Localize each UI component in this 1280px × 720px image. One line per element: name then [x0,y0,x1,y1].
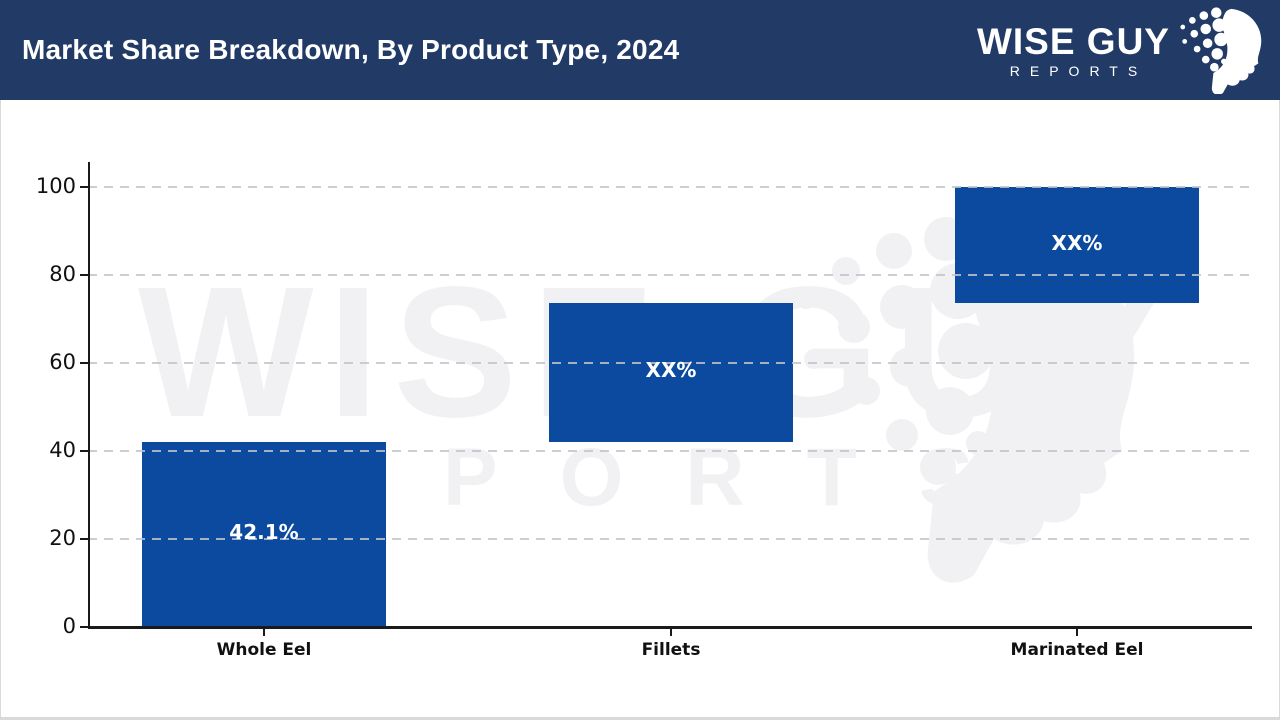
x-tick-1 [670,628,672,636]
y-tick-0 [80,626,88,628]
y-tick-label-80: 80 [49,262,76,286]
y-tick-label-100: 100 [35,174,76,198]
page-title: Market Share Breakdown, By Product Type,… [22,34,680,65]
y-axis-line [88,162,90,628]
y-tick-label-40: 40 [49,438,76,462]
page-left-border [0,100,1,720]
gridline-60 [88,362,1252,364]
bar-value-label-2: XX% [1051,231,1103,256]
wiseguy-logo: WISE GUY REPORTS [977,6,1270,94]
x-category-label-2: Marinated Eel [1010,640,1144,660]
x-category-label-0: Whole Eel [216,640,312,660]
x-tick-0 [263,628,265,636]
bar-value-label-0: 42.1% [229,520,299,545]
watermark-face-icon [796,217,1135,583]
gridline-40 [88,450,1252,452]
bar-0 [142,441,386,627]
logo-subtitle: REPORTS [1009,62,1148,79]
bar-2 [955,187,1199,304]
y-tick-80 [80,274,88,276]
page-bottom-border [0,717,1280,720]
gridline-80 [88,274,1252,276]
x-axis-line [88,626,1252,629]
y-tick-label-20: 20 [49,526,76,550]
y-tick-100 [80,186,88,188]
bar-value-label-1: XX% [645,358,697,383]
header-bar: Market Share Breakdown, By Product Type,… [0,0,1280,100]
x-category-label-1: Fillets [641,640,701,660]
y-tick-60 [80,362,88,364]
logo-face-icon [1180,7,1262,94]
gridline-100 [88,186,1252,188]
y-tick-20 [80,538,88,540]
y-tick-40 [80,450,88,452]
gridline-20 [88,538,1252,540]
y-tick-label-0: 0 [62,614,76,638]
x-tick-2 [1076,628,1078,636]
y-tick-label-60: 60 [49,350,76,374]
logo-wordmark: WISE GUY [976,20,1170,62]
bar-1 [549,303,793,442]
logo-text: WISE GUY REPORTS [976,20,1170,79]
